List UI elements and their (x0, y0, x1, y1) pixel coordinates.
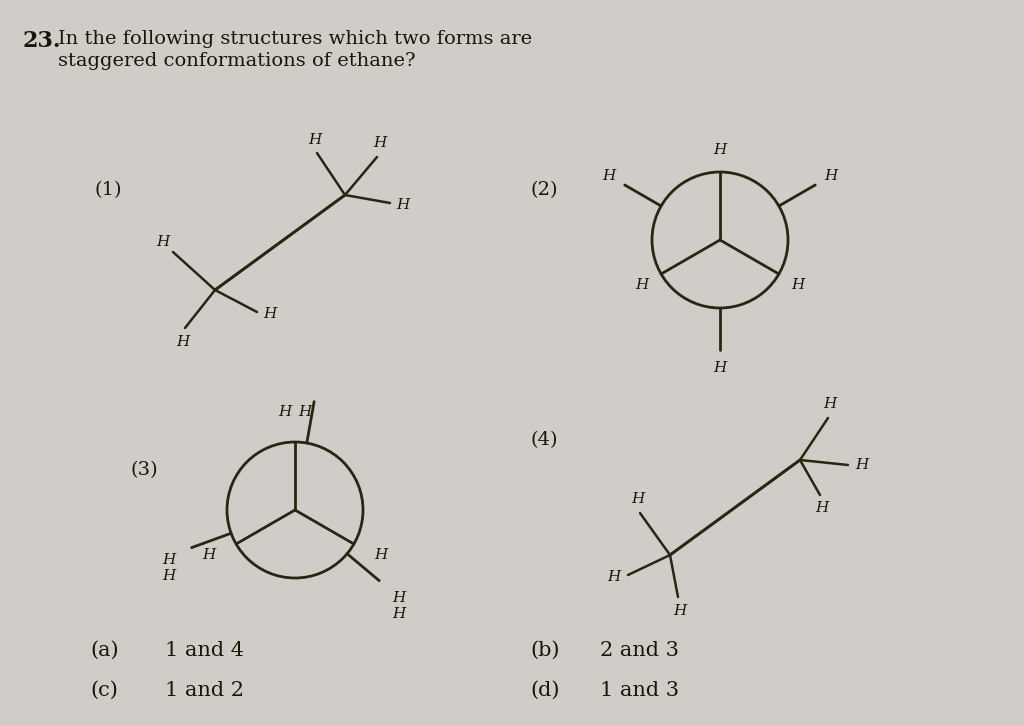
Text: H: H (632, 492, 645, 506)
Text: H: H (674, 604, 687, 618)
Text: 1 and 3: 1 and 3 (600, 681, 679, 700)
Text: H: H (162, 569, 175, 583)
Text: H: H (176, 335, 189, 349)
Text: H: H (374, 136, 387, 150)
Text: (1): (1) (95, 181, 123, 199)
Text: H: H (823, 397, 837, 411)
Text: H: H (815, 501, 828, 515)
Text: In the following structures which two forms are: In the following structures which two fo… (58, 30, 532, 48)
Text: H: H (203, 548, 216, 562)
Text: (2): (2) (530, 181, 557, 199)
Text: H: H (162, 552, 175, 567)
Text: H: H (714, 143, 727, 157)
Text: H: H (375, 548, 387, 562)
Text: (4): (4) (530, 431, 557, 449)
Text: H: H (308, 133, 322, 147)
Text: (b): (b) (530, 640, 559, 660)
Text: (d): (d) (530, 681, 559, 700)
Text: H: H (602, 169, 615, 183)
Text: staggered conformations of ethane?: staggered conformations of ethane? (58, 52, 416, 70)
Text: (a): (a) (90, 640, 119, 660)
Text: H: H (824, 169, 838, 183)
Text: H: H (392, 608, 406, 621)
Text: H: H (607, 570, 621, 584)
Text: 2 and 3: 2 and 3 (600, 640, 679, 660)
Text: H: H (298, 405, 311, 419)
Text: 1 and 2: 1 and 2 (165, 681, 244, 700)
Text: 1 and 4: 1 and 4 (165, 640, 244, 660)
Text: H: H (714, 361, 727, 375)
Text: H: H (636, 278, 648, 292)
Text: H: H (855, 458, 868, 472)
Text: H: H (792, 278, 805, 292)
Text: H: H (263, 307, 276, 321)
Text: H: H (279, 405, 292, 419)
Text: H: H (396, 198, 410, 212)
Text: (c): (c) (90, 681, 118, 700)
Text: H: H (392, 592, 406, 605)
Text: 23.: 23. (22, 30, 60, 52)
Text: (3): (3) (130, 461, 158, 479)
Text: H: H (157, 235, 170, 249)
